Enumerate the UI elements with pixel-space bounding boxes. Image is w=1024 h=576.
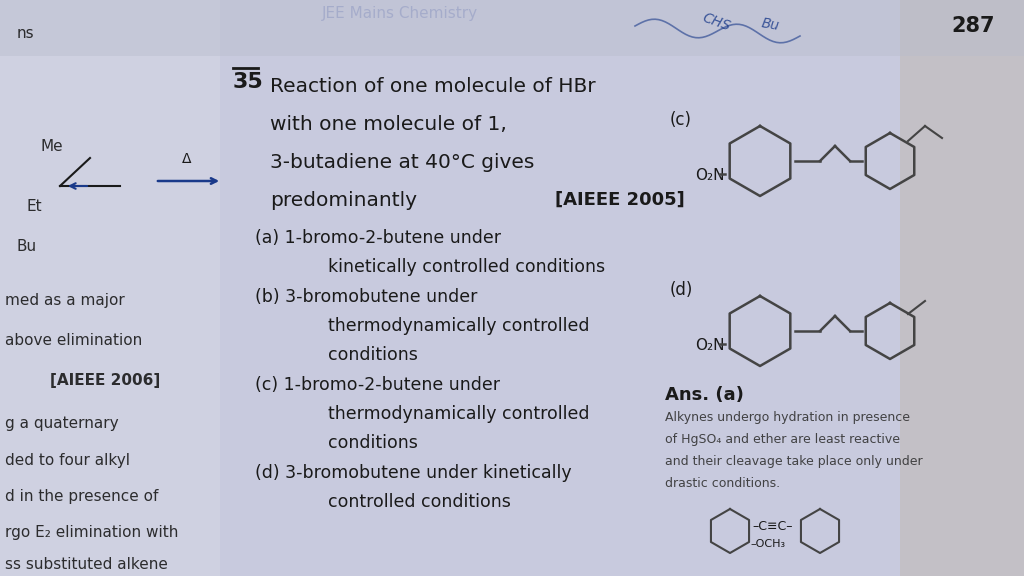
Text: conditions: conditions xyxy=(295,346,418,364)
Text: conditions: conditions xyxy=(295,434,418,452)
Text: 3-butadiene at 40°C gives: 3-butadiene at 40°C gives xyxy=(270,153,535,172)
Text: rgo E₂ elimination with: rgo E₂ elimination with xyxy=(5,525,178,540)
Text: drastic conditions.: drastic conditions. xyxy=(665,477,780,490)
Text: kinetically controlled conditions: kinetically controlled conditions xyxy=(295,258,605,276)
Text: –OCH₃: –OCH₃ xyxy=(750,539,785,549)
Text: ns: ns xyxy=(17,26,35,41)
Text: –C≡C–: –C≡C– xyxy=(752,520,793,532)
Text: [AIEEE 2005]: [AIEEE 2005] xyxy=(555,191,685,209)
Text: (d): (d) xyxy=(670,281,693,299)
Text: and their cleavage take place only under: and their cleavage take place only under xyxy=(665,455,923,468)
Text: (a) 1-bromo-2-butene under: (a) 1-bromo-2-butene under xyxy=(255,229,501,247)
Text: Et: Et xyxy=(27,199,43,214)
Bar xyxy=(0,0,1024,56)
Text: (d) 3-bromobutene under kinetically: (d) 3-bromobutene under kinetically xyxy=(255,464,571,482)
Text: thermodynamically controlled: thermodynamically controlled xyxy=(295,405,590,423)
Text: O₂N: O₂N xyxy=(695,338,725,353)
Text: g a quaternary: g a quaternary xyxy=(5,416,119,431)
Text: Me: Me xyxy=(40,139,62,154)
Text: 287: 287 xyxy=(951,16,995,36)
Text: thermodynamically controlled: thermodynamically controlled xyxy=(295,317,590,335)
Text: 35: 35 xyxy=(233,72,264,92)
Text: (b) 3-bromobutene under: (b) 3-bromobutene under xyxy=(255,288,477,306)
Text: CHS: CHS xyxy=(700,11,732,34)
Text: med as a major: med as a major xyxy=(5,293,125,308)
Text: JEE Mains Chemistry: JEE Mains Chemistry xyxy=(322,6,478,21)
Text: Ans. (a): Ans. (a) xyxy=(665,386,743,404)
Text: ded to four alkyl: ded to four alkyl xyxy=(5,453,130,468)
Text: O₂N: O₂N xyxy=(695,168,725,183)
Text: (c): (c) xyxy=(670,111,692,129)
Text: predominantly: predominantly xyxy=(270,191,417,210)
Text: Bu: Bu xyxy=(17,239,37,254)
Text: with one molecule of 1,: with one molecule of 1, xyxy=(270,115,507,134)
Text: (c) 1-bromo-2-butene under: (c) 1-bromo-2-butene under xyxy=(255,376,500,394)
Text: d in the presence of: d in the presence of xyxy=(5,489,159,504)
Text: ss substituted alkene: ss substituted alkene xyxy=(5,557,168,572)
Text: [AIEEE 2006]: [AIEEE 2006] xyxy=(50,373,160,388)
Text: above elimination: above elimination xyxy=(5,333,142,348)
Text: Reaction of one molecule of HBr: Reaction of one molecule of HBr xyxy=(270,77,596,96)
Text: controlled conditions: controlled conditions xyxy=(295,493,511,511)
Bar xyxy=(0,0,220,576)
Text: Δ: Δ xyxy=(182,152,191,166)
Text: of HgSO₄ and ether are least reactive: of HgSO₄ and ether are least reactive xyxy=(665,433,900,446)
Text: Bu: Bu xyxy=(760,16,780,33)
Text: Alkynes undergo hydration in presence: Alkynes undergo hydration in presence xyxy=(665,411,910,424)
Bar xyxy=(900,0,1024,576)
